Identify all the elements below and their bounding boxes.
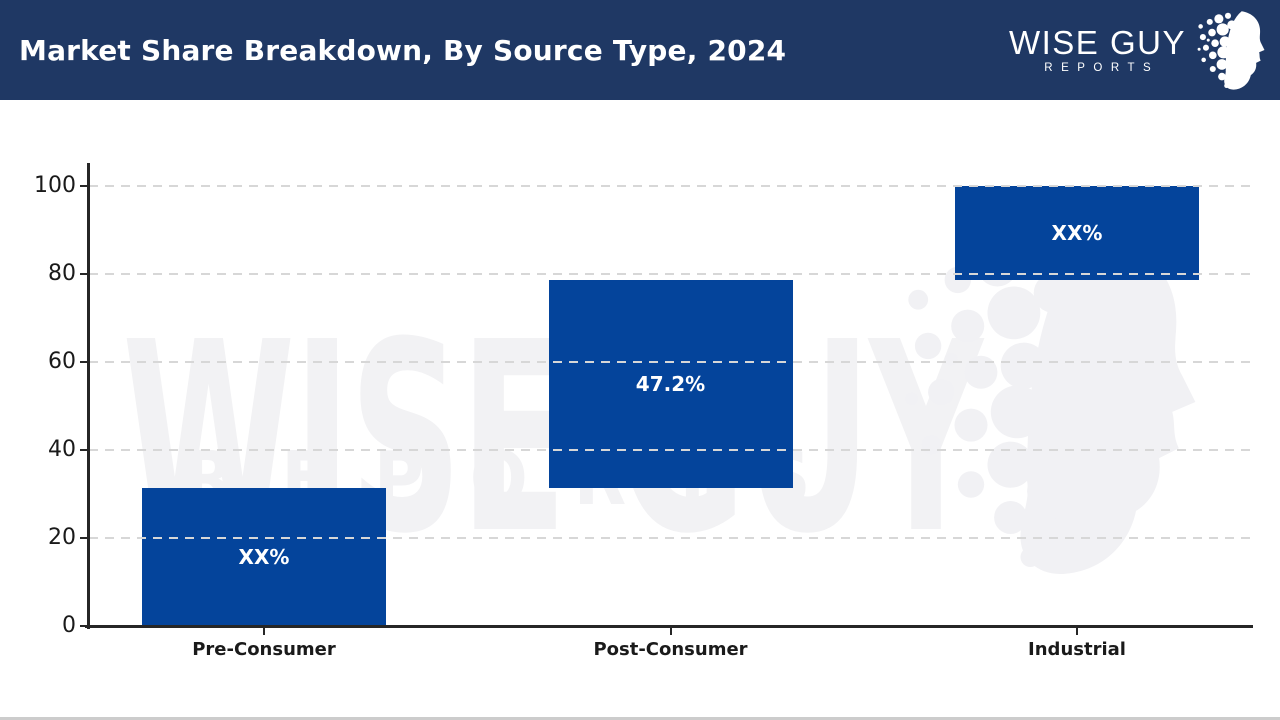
header-bar: Market Share Breakdown, By Source Type, … [0, 0, 1280, 100]
wise-guy-logo: WISE GUY REPORTS [1009, 8, 1266, 92]
bar-value-label: 47.2% [635, 371, 706, 396]
y-tick-mark [80, 185, 87, 187]
y-tick-label: 20 [48, 525, 76, 550]
logo-wordmark: WISE GUY [1008, 23, 1186, 61]
y-gridline [89, 361, 1253, 363]
y-tick-label: 80 [48, 261, 76, 286]
y-tick-label: 0 [62, 613, 76, 638]
y-tick-mark [80, 537, 87, 539]
bar-value-label: XX% [238, 544, 290, 569]
bottom-edge-border [0, 717, 1280, 720]
y-gridline [89, 537, 1253, 539]
x-category-label: Pre-Consumer [192, 639, 336, 660]
x-tick-mark [263, 628, 265, 635]
y-tick-mark [80, 361, 87, 363]
bar-post-consumer: 47.2% [548, 280, 793, 488]
y-gridline [89, 449, 1253, 451]
x-tick-mark [1076, 628, 1078, 635]
logo-subtitle: REPORTS [1044, 61, 1160, 74]
y-tick-label: 40 [48, 437, 76, 462]
logo-text: WISE GUY REPORTS [1009, 26, 1186, 75]
y-tick-mark [80, 625, 87, 627]
y-axis-line [87, 163, 90, 629]
x-category-label: Post-Consumer [593, 639, 748, 660]
bar-pre-consumer: XX% [142, 487, 386, 626]
page-title: Market Share Breakdown, By Source Type, … [19, 33, 787, 67]
y-tick-label: 60 [48, 349, 76, 374]
bar-value-label: XX% [1051, 221, 1103, 246]
y-tick-mark [80, 273, 87, 275]
y-tick-label: 100 [34, 173, 76, 198]
y-gridline [89, 185, 1253, 187]
dot-head-logo-icon [1197, 11, 1265, 90]
chart-area: WISE GUY REPORTS 0 20 40 60 80 100 XX% 47.2% XX%… [0, 100, 1280, 720]
y-gridline [89, 273, 1253, 275]
x-category-label: Industrial [1028, 639, 1126, 660]
x-axis-line [85, 625, 1253, 628]
x-tick-mark [669, 628, 672, 635]
y-tick-mark [80, 449, 87, 451]
bar-industrial: XX% [955, 186, 1199, 281]
